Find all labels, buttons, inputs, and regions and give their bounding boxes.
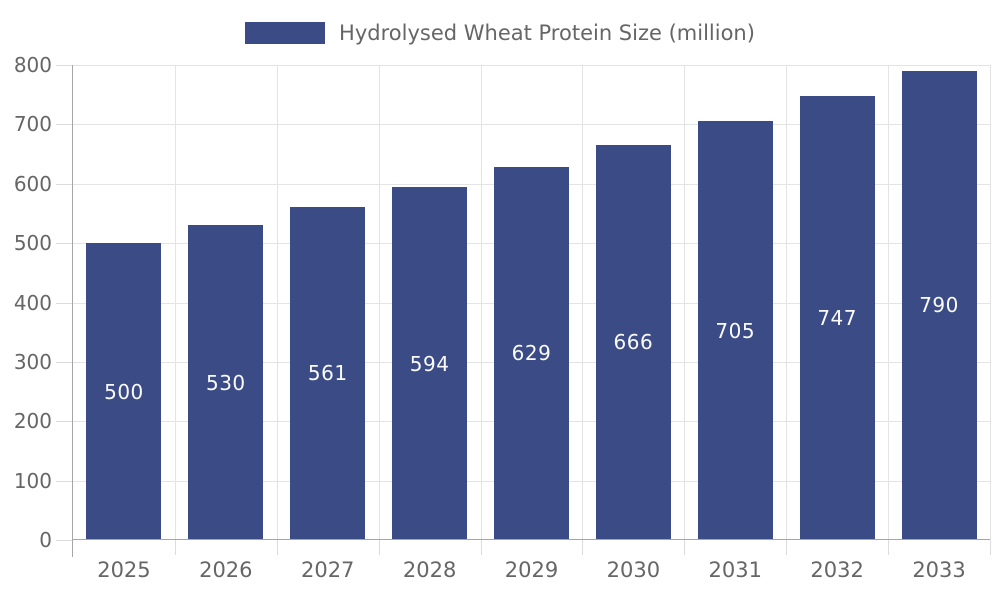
x-axis-label-2033: 2033 — [912, 558, 966, 582]
x-axis-line — [72, 539, 990, 540]
x-tick-4 — [480, 540, 482, 555]
x-tick-8 — [888, 540, 890, 555]
splitline-x-5 — [582, 65, 584, 540]
bar-value-2025: 500 — [104, 379, 144, 404]
x-tick-7 — [786, 540, 788, 555]
x-axis-label-2026: 2026 — [199, 558, 253, 582]
x-tick-2 — [276, 540, 278, 555]
bar-value-2027: 561 — [307, 361, 348, 386]
splitline-x-2 — [276, 65, 278, 540]
y-tick-0 — [56, 540, 72, 541]
x-axis-label-2025: 2025 — [97, 558, 151, 582]
x-axis-label-2029: 2029 — [504, 558, 559, 582]
x-tick-9 — [990, 540, 991, 555]
x-axis-label-2032: 2032 — [810, 558, 864, 582]
y-axis-label-100: 100 — [13, 468, 52, 493]
y-axis-label-300: 300 — [13, 349, 52, 374]
y-tick-700 — [56, 124, 72, 126]
y-tick-800 — [56, 65, 72, 66]
x-axis-label-2031: 2031 — [708, 558, 762, 582]
y-axis-label-700: 700 — [13, 112, 52, 137]
y-axis-label-0: 0 — [39, 528, 52, 552]
splitline-x-8 — [888, 65, 890, 540]
gridline-y-800 — [73, 65, 990, 66]
y-axis-label-800: 800 — [13, 53, 52, 77]
splitline-x-1 — [174, 65, 176, 540]
bar-2032[interactable]: 747 — [799, 96, 875, 540]
y-tick-600 — [56, 183, 72, 185]
y-tick-100 — [56, 480, 72, 482]
y-axis-label-600: 600 — [13, 171, 52, 196]
bar-value-2026: 530 — [205, 370, 246, 395]
x-tick-5 — [582, 540, 584, 555]
splitline-x-3 — [378, 65, 380, 540]
bar-value-2028: 594 — [409, 351, 450, 376]
y-tick-500 — [56, 243, 72, 245]
splitline-x-7 — [786, 65, 788, 540]
bar-2026[interactable]: 530 — [188, 225, 264, 540]
x-tick-3 — [378, 540, 380, 555]
legend-item[interactable]: Hydrolysed Wheat Protein Size (million) — [0, 21, 1000, 45]
plot-area: 500 530 561 594 629 666 705 747 790 0 100 200 300 40… — [14, 53, 991, 582]
bar-2030[interactable]: 666 — [595, 144, 671, 540]
bar-2031[interactable]: 705 — [697, 121, 773, 540]
x-axis-label-2030: 2030 — [606, 558, 661, 582]
y-tick-200 — [56, 421, 72, 423]
y-axis-label-500: 500 — [13, 231, 52, 256]
y-tick-300 — [56, 361, 72, 363]
bar-2027[interactable]: 561 — [290, 206, 366, 540]
bar-2025[interactable]: 500 — [86, 243, 162, 540]
bar-value-2029: 629 — [511, 341, 552, 366]
x-axis-label-2027: 2027 — [300, 558, 355, 582]
gridline-y-700 — [73, 124, 990, 126]
bar-2028[interactable]: 594 — [392, 187, 468, 540]
y-axis-label-400: 400 — [13, 290, 52, 315]
y-axis-line — [72, 65, 73, 557]
y-axis-label-200: 200 — [13, 409, 52, 434]
splitline-x-6 — [684, 65, 686, 540]
x-axis-label-2028: 2028 — [402, 558, 457, 582]
bar-2029[interactable]: 629 — [494, 166, 569, 540]
bar-value-2031: 705 — [715, 318, 756, 343]
bar-value-2033: 790 — [919, 293, 959, 318]
splitline-x-9 — [990, 65, 991, 540]
x-tick-1 — [174, 540, 176, 555]
y-tick-400 — [56, 302, 72, 304]
x-tick-6 — [684, 540, 686, 555]
bar-2033[interactable]: 790 — [901, 70, 977, 540]
legend-label: Hydrolysed Wheat Protein Size (million) — [339, 21, 755, 45]
bar-value-2032: 747 — [817, 306, 857, 331]
legend-swatch — [245, 22, 326, 44]
splitline-x-4 — [480, 65, 482, 540]
bar-value-2030: 666 — [613, 330, 654, 355]
